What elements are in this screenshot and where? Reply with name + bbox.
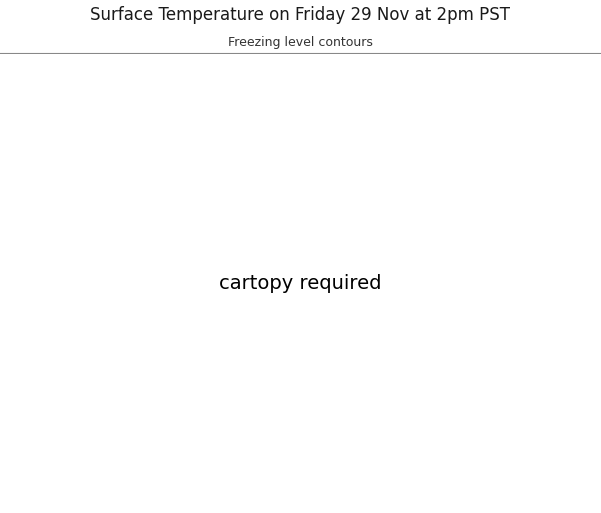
Text: Freezing level contours: Freezing level contours [228,35,373,49]
Text: cartopy required: cartopy required [219,274,382,293]
Text: Surface Temperature on Friday 29 Nov at 2pm PST: Surface Temperature on Friday 29 Nov at … [91,6,510,24]
